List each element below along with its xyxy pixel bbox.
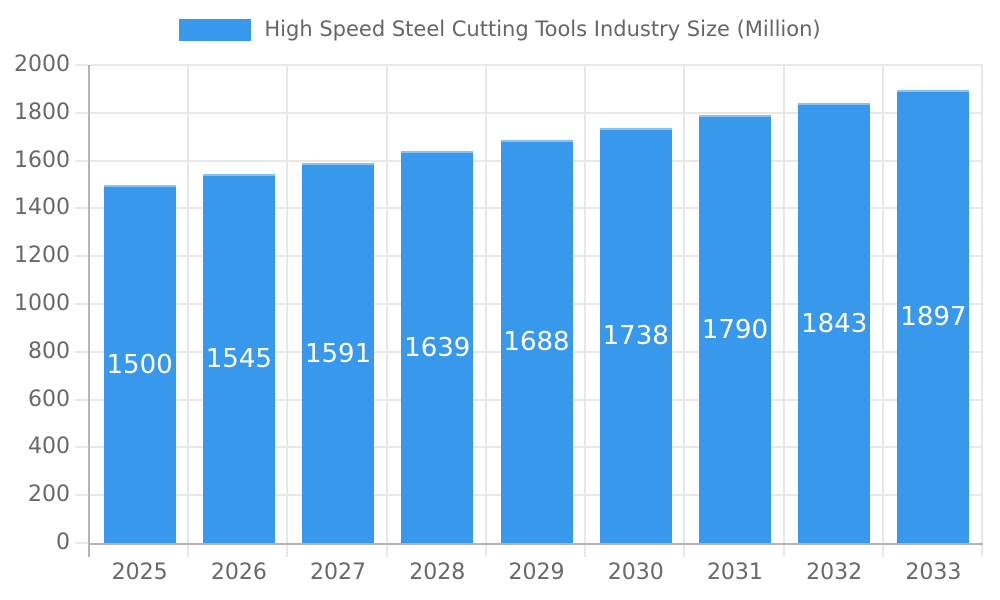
y-tick-label: 1400 (14, 195, 70, 221)
plot-area: 0 200 400 600 800 1000 1200 1400 1600 1800 2000 150… (14, 52, 983, 585)
y-tick-mark (75, 303, 88, 305)
x-tick-label: 2033 (905, 560, 962, 585)
legend[interactable]: High Speed Steel Cutting Tools Industry … (0, 16, 1000, 43)
bar-2027[interactable]: 1591 (302, 162, 375, 543)
bar-2029[interactable]: 1688 (500, 139, 573, 543)
x-gridline (385, 65, 388, 543)
y-tick-label: 1600 (14, 147, 70, 173)
x-tick-mark (484, 545, 487, 557)
y-tick-mark (75, 542, 88, 544)
bar-value-label: 1545 (205, 344, 272, 375)
x-tick-label: 2032 (806, 560, 863, 585)
x-gridline (187, 65, 190, 543)
x-tick-mark (187, 545, 190, 557)
y-tick-label: 2000 (14, 52, 70, 77)
y-tick-mark (75, 111, 88, 114)
bar-value-label: 1897 (900, 302, 967, 333)
bar-2025[interactable]: 1500 (103, 184, 176, 543)
x-tick-mark (385, 545, 388, 557)
x-tick-label: 2027 (310, 560, 367, 585)
x-tick-mark (286, 545, 289, 557)
x-gridline (683, 65, 686, 543)
y-tick-mark (75, 494, 88, 497)
bar-2031[interactable]: 1790 (698, 115, 771, 543)
y-tick-mark (75, 207, 88, 210)
bar-2028[interactable]: 1639 (401, 151, 474, 543)
legend-label: High Speed Steel Cutting Tools Industry … (264, 17, 821, 41)
y-tick-mark (75, 398, 88, 401)
bar-value-label: 1790 (701, 315, 769, 346)
bar-value-label: 1500 (106, 349, 173, 380)
x-tick-mark (981, 545, 983, 557)
x-tick-mark (683, 545, 686, 557)
y-tick-mark (75, 159, 88, 162)
y-tick-label: 0 (56, 530, 70, 555)
bar-value-label: 1738 (602, 321, 669, 352)
y-tick-label: 1200 (14, 243, 70, 269)
bar-2026[interactable]: 1545 (202, 173, 275, 543)
x-tick-label: 2025 (111, 560, 168, 585)
y-tick-mark (75, 64, 88, 66)
x-gridline (782, 65, 785, 543)
x-gridline (981, 65, 983, 543)
x-gridline (286, 65, 289, 543)
y-tick-mark (75, 446, 88, 449)
y-tick-label: 600 (28, 386, 70, 412)
bar-2033[interactable]: 1897 (897, 89, 970, 543)
x-tick-mark (584, 545, 587, 557)
bar-2032[interactable]: 1843 (798, 102, 871, 543)
x-tick-label: 2028 (409, 560, 466, 585)
bar-value-label: 1843 (801, 308, 868, 339)
x-tick-label: 2030 (607, 560, 664, 585)
legend-swatch (179, 18, 252, 41)
y-tick-label: 800 (28, 338, 70, 364)
x-gridline (881, 65, 884, 543)
x-tick-mark (881, 545, 884, 557)
x-gridline (584, 65, 587, 543)
y-tick-label: 1000 (14, 291, 70, 316)
x-tick-mark (782, 545, 785, 557)
y-gridline (90, 64, 983, 66)
x-gridline (484, 65, 487, 543)
x-tick-label: 2029 (508, 560, 565, 585)
bar-value-label: 1591 (304, 338, 372, 369)
x-tick-label: 2031 (706, 560, 763, 585)
y-tick-mark (75, 350, 88, 353)
y-tick-label: 1800 (14, 99, 70, 125)
x-axis-edge-tick (88, 545, 90, 557)
x-tick-label: 2026 (210, 560, 267, 585)
y-tick-label: 400 (28, 434, 70, 460)
bar-value-label: 1639 (404, 333, 471, 364)
bar-2030[interactable]: 1738 (599, 127, 672, 543)
y-tick-label: 200 (28, 482, 70, 508)
bar-value-label: 1688 (503, 327, 570, 358)
y-tick-mark (75, 255, 88, 258)
